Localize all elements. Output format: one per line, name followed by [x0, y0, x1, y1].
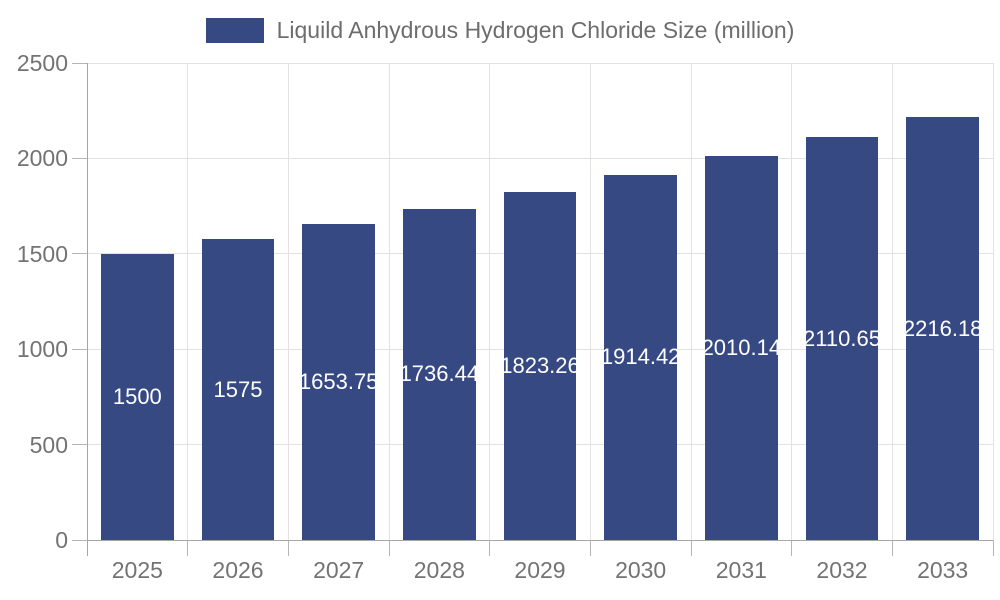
x-axis-tick [489, 540, 491, 556]
bar-2025 [101, 253, 174, 540]
bar-2030 [604, 174, 677, 540]
gridline-vertical [187, 63, 189, 540]
y-axis-tick [72, 539, 87, 541]
x-axis-tick [589, 540, 591, 556]
bar-2027 [302, 224, 375, 540]
y-axis-tick [72, 253, 87, 255]
gridline-vertical [589, 63, 591, 540]
x-axis-tick [791, 540, 793, 556]
y-axis-label: 0 [55, 527, 68, 553]
x-axis-label-2028: 2028 [413, 557, 465, 583]
gridline-horizontal [87, 157, 993, 159]
gridline-vertical [388, 63, 390, 540]
gridline-vertical [489, 63, 491, 540]
x-axis-line [87, 539, 993, 541]
bar-value-label-2031: 2010.14 [701, 335, 782, 361]
legend-label: Liquild Anhydrous Hydrogen Chloride Size… [276, 16, 795, 43]
bar-2033 [906, 117, 979, 540]
y-axis-label: 1000 [16, 336, 68, 363]
y-axis-label: 2000 [16, 145, 68, 172]
bar-value-label-2030: 1914.42 [600, 344, 681, 370]
x-axis-label-2030: 2030 [615, 557, 667, 583]
x-axis-label-2031: 2031 [715, 557, 767, 583]
y-axis-label: 1500 [16, 240, 68, 267]
bar-2026 [201, 239, 275, 540]
y-axis-label: 500 [29, 431, 68, 458]
y-axis-tick [72, 444, 87, 446]
gridline-vertical [690, 63, 692, 540]
x-axis-label-2032: 2032 [816, 557, 868, 583]
x-axis-label-2025: 2025 [111, 557, 163, 583]
bar-value-label-2025: 1500 [112, 383, 162, 409]
bar-2028 [403, 208, 476, 540]
bar-2029 [503, 192, 577, 540]
gridline-vertical [287, 63, 289, 540]
x-axis-tick [187, 540, 189, 556]
bar-value-label-2028: 1736.44 [399, 361, 480, 387]
y-axis-label: 2500 [16, 50, 68, 76]
x-axis-tick [992, 540, 994, 556]
y-axis-line [86, 63, 88, 556]
legend-swatch [205, 17, 264, 43]
gridline-horizontal [87, 62, 993, 64]
y-axis-tick [72, 348, 87, 350]
bar-value-label-2027: 1653.75 [298, 369, 379, 395]
x-axis-label-2033: 2033 [917, 557, 969, 583]
x-axis-tick [287, 540, 289, 556]
y-axis-tick [72, 62, 87, 64]
x-axis-label-2027: 2027 [313, 557, 365, 583]
bar-2032 [805, 137, 879, 540]
gridline-vertical [791, 63, 793, 540]
x-axis-label-2029: 2029 [514, 557, 566, 583]
x-axis-tick [690, 540, 692, 556]
bar-value-label-2032: 2110.65 [803, 325, 881, 351]
bar-value-label-2026: 1575 [213, 376, 263, 402]
gridline-vertical [891, 63, 893, 540]
bar-value-label-2033: 2216.18 [902, 315, 983, 341]
x-axis-tick [891, 540, 893, 556]
gridline-vertical [992, 63, 994, 540]
bar-value-label-2029: 1823.26 [500, 353, 580, 379]
legend-item[interactable]: Liquild Anhydrous Hydrogen Chloride Size… [0, 10, 1000, 50]
x-axis-tick [388, 540, 390, 556]
y-axis-tick [72, 157, 87, 159]
bar-2031 [705, 156, 778, 540]
x-axis-label-2026: 2026 [212, 557, 264, 583]
